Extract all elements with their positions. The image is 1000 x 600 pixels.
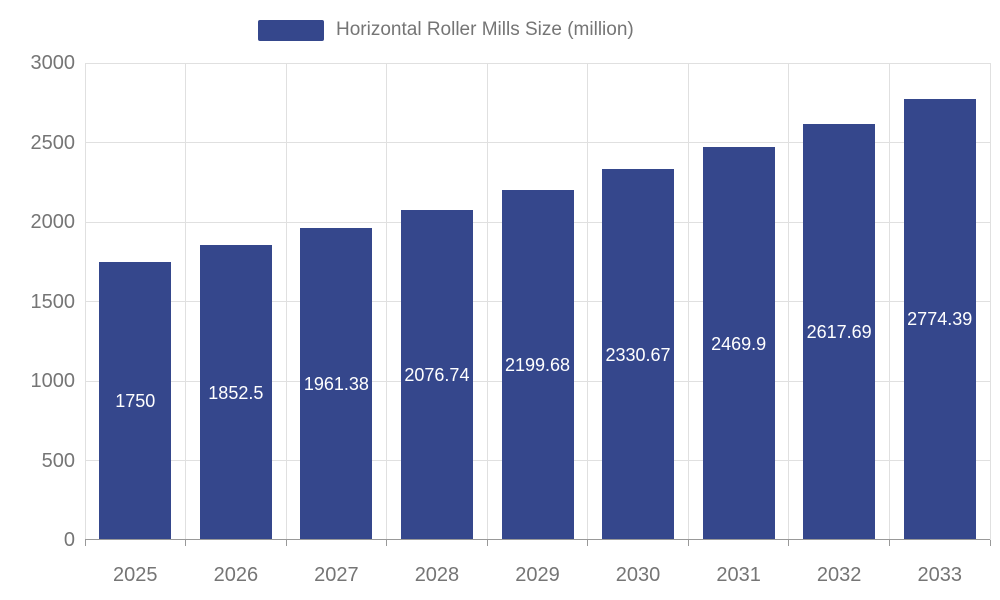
gridline-vertical — [285, 63, 287, 540]
x-axis-tick — [989, 540, 991, 546]
x-axis-tick-label: 2025 — [113, 564, 158, 586]
x-axis-tick-label: 2032 — [816, 564, 862, 586]
x-axis-tick-label: 2028 — [414, 564, 460, 586]
bar-2030[interactable] — [602, 169, 675, 539]
legend-swatch-icon — [258, 19, 324, 41]
plot-area: 1750 1852.5 1961.38 2076.74 2199.68 2330.67 24… — [84, 62, 991, 546]
gridline-vertical — [486, 63, 488, 540]
x-axis-tick — [386, 540, 388, 546]
gridline-horizontal — [85, 62, 990, 64]
y-axis-tick-label: 1000 — [30, 370, 76, 392]
x-axis-tick — [587, 540, 589, 546]
x-axis-tick-label: 2033 — [917, 564, 962, 586]
bar-value-label: 2199.68 — [504, 355, 571, 376]
bar-2031[interactable] — [702, 147, 775, 539]
x-axis-tick — [888, 540, 890, 546]
gridline-vertical — [888, 63, 890, 540]
bar-2027[interactable] — [300, 228, 373, 539]
x-axis-tick — [486, 540, 488, 546]
gridline-vertical — [989, 63, 991, 540]
gridline-vertical — [84, 63, 86, 540]
y-axis-tick-label: 3000 — [30, 52, 76, 74]
bar-2032[interactable] — [803, 123, 876, 539]
y-axis-tick-label: 500 — [41, 449, 75, 472]
x-axis-tick-label: 2031 — [716, 564, 761, 586]
chart-legend[interactable]: Horizontal Roller Mills Size (million) — [258, 18, 634, 42]
x-axis-tick-label: 2026 — [213, 564, 259, 586]
bar-value-label: 1750 — [115, 390, 156, 411]
bar-value-label: 2774.39 — [907, 309, 973, 330]
bar-2025[interactable] — [99, 261, 172, 539]
bar-2033[interactable] — [903, 98, 976, 539]
bar-value-label: 2330.67 — [605, 344, 671, 365]
gridline-vertical — [185, 63, 187, 540]
y-axis-tick-label: 2500 — [30, 131, 76, 154]
bar-2028[interactable] — [400, 209, 473, 539]
x-axis-line — [85, 539, 990, 540]
bar-2026[interactable] — [199, 245, 272, 539]
bar-2029[interactable] — [501, 190, 574, 539]
gridline-vertical — [788, 63, 790, 540]
bar-value-label: 2469.9 — [711, 333, 767, 354]
y-axis-tick-label: 2000 — [30, 211, 76, 233]
bar-value-label: 1961.38 — [303, 374, 369, 395]
gridline-vertical — [386, 63, 388, 540]
x-axis-tick — [687, 540, 689, 546]
bar-value-label: 1852.5 — [208, 382, 264, 403]
x-axis-tick — [185, 540, 187, 546]
bar-value-label: 2076.74 — [404, 364, 470, 385]
x-axis-tick-label: 2027 — [314, 564, 359, 586]
x-axis-tick — [285, 540, 287, 546]
x-axis-tick-label: 2029 — [515, 564, 560, 586]
gridline-vertical — [587, 63, 589, 540]
gridline-vertical — [687, 63, 689, 540]
x-axis-tick — [84, 540, 86, 546]
gridline-horizontal — [85, 142, 990, 143]
y-axis-tick-label: 1500 — [30, 290, 76, 313]
legend-label: Horizontal Roller Mills Size (million) — [336, 19, 634, 40]
y-axis-tick-label: 0 — [63, 529, 75, 551]
bar-value-label: 2617.69 — [806, 321, 872, 342]
x-axis-tick — [788, 540, 790, 546]
x-axis-tick-label: 2030 — [615, 564, 661, 586]
